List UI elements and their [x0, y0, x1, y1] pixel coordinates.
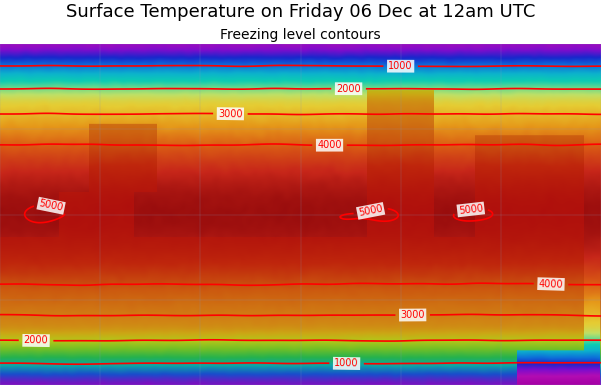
Text: 5000: 5000 — [358, 204, 383, 218]
Text: 1000: 1000 — [334, 358, 359, 368]
Text: Surface Temperature on Friday 06 Dec at 12am UTC: Surface Temperature on Friday 06 Dec at … — [66, 3, 535, 22]
Text: 1000: 1000 — [388, 61, 413, 71]
Text: 2000: 2000 — [336, 84, 361, 94]
Text: 4000: 4000 — [538, 279, 563, 290]
Text: 2000: 2000 — [23, 335, 49, 346]
Text: 3000: 3000 — [400, 310, 425, 320]
Text: 5000: 5000 — [38, 198, 64, 213]
Text: Freezing level contours: Freezing level contours — [220, 28, 381, 42]
Text: 3000: 3000 — [218, 109, 243, 119]
Text: 5000: 5000 — [458, 203, 484, 216]
Text: 4000: 4000 — [317, 140, 342, 150]
